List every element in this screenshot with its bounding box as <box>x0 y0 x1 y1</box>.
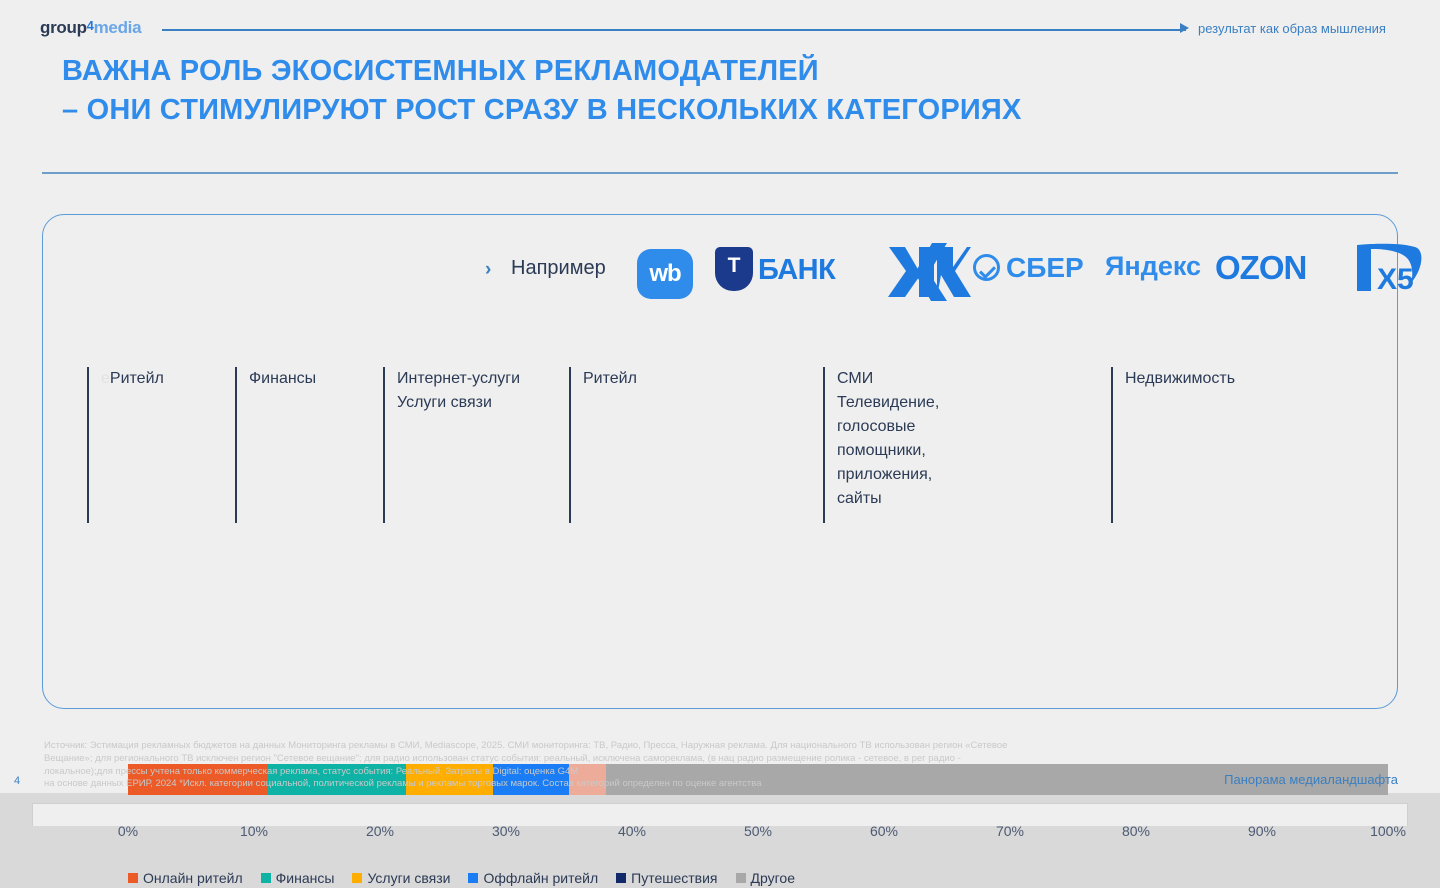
category-prefix: е <box>101 370 110 387</box>
page-number: 4 <box>14 775 21 787</box>
category-label: Финансы <box>249 370 317 387</box>
category-column-finance: Финансы <box>235 367 383 523</box>
legend-swatch-icon <box>468 873 479 883</box>
legend-label: Другое <box>750 870 795 886</box>
svg-text:X5: X5 <box>1377 263 1414 296</box>
below-slide-strip <box>0 795 1440 826</box>
bar-segment-4 <box>493 764 569 796</box>
example-label: Например <box>511 257 606 279</box>
legend-item-4[interactable]: Оффлайн ритейл <box>468 870 598 886</box>
page-title: ВАЖНА РОЛЬ ЭКОСИСТЕМНЫХ РЕКЛАМОДАТЕЛЕЙ –… <box>62 52 1382 129</box>
legend-label: Услуги связи <box>367 870 451 886</box>
title-divider <box>42 172 1398 174</box>
category-label: Интернет-услуги Услуги связи <box>397 370 521 411</box>
slide-header: group4media результат как образ мышления <box>0 18 1440 42</box>
logo-part-four: 4 <box>86 18 94 33</box>
sber-check-icon <box>973 254 1000 282</box>
page-title-line2: – ОНИ СТИМУЛИРУЮТ РОСТ СРАЗУ В НЕСКОЛЬКИ… <box>62 93 1022 126</box>
header-arrow-icon <box>1180 23 1189 33</box>
legend-item-5[interactable]: Путешествия <box>616 870 718 886</box>
category-column-realestate: Недвижимость <box>1111 367 1361 523</box>
category-columns: еРитейл Финансы Интернет-услуги Услуги с… <box>43 367 1399 535</box>
category-label: СМИ Телевидение, голосовые помощники, пр… <box>837 370 940 507</box>
chart-legend: Онлайн ритейл Финансы Услуги связи Оффлайн … <box>128 868 813 888</box>
vk-logo <box>885 241 971 314</box>
footnote-line-2: Вещание»; для регионального ТВ исключен … <box>44 752 961 764</box>
category-column-internet: Интернет-услуги Услуги связи <box>383 367 569 523</box>
stacked-bar-chart <box>128 764 1388 796</box>
wildberries-logo: wb <box>637 249 693 299</box>
bar-segment-6 <box>605 764 1388 796</box>
legend-item-1[interactable]: Онлайн ритейл <box>128 870 243 886</box>
legend-swatch-icon <box>352 873 363 883</box>
legend-swatch-icon <box>260 873 271 883</box>
legend-swatch-icon <box>616 873 627 883</box>
deck-title: Панорама медиаландшафта <box>1224 772 1398 787</box>
x5-logo: X5 <box>1353 239 1427 306</box>
header-tagline: результат как образ мышления <box>1198 21 1386 36</box>
category-label: Недвижимость <box>1125 370 1236 387</box>
bar-segment-2 <box>267 764 407 796</box>
tbank-logo: Т БАНК <box>715 247 836 299</box>
page-title-line1: ВАЖНА РОЛЬ ЭКОСИСТЕМНЫХ РЕКЛАМОДАТЕЛЕЙ <box>62 55 819 87</box>
legend-label: Путешествия <box>631 870 718 886</box>
legend-label: Финансы <box>275 870 335 886</box>
brand-logo-row: › Например wb Т БАНК СБЕР Яндекс OZON <box>43 243 1422 305</box>
footnote-line-3: локальное);для прессы учтена только комм… <box>44 765 579 777</box>
category-column-retail: Ритейл <box>569 367 823 523</box>
category-column-media: СМИ Телевидение, голосовые помощники, пр… <box>823 367 1099 523</box>
footnote-line-4: на основе данных ЕРИР, 2024 *Искл. катег… <box>44 778 762 790</box>
tbank-label: БАНК <box>758 253 836 286</box>
category-label: Ритейл <box>583 370 637 387</box>
footnote-line-1: Источник: Эстимация рекламных бюджетов н… <box>44 740 1008 751</box>
group4media-logo: group4media <box>40 18 142 38</box>
next-slide-preview <box>32 803 1408 826</box>
sber-logo: СБЕР <box>973 252 1084 284</box>
source-footnote: Источник: Эстимация рекламных бюджетов н… <box>44 740 1244 791</box>
logo-part-media: media <box>93 18 142 37</box>
legend-swatch-icon <box>128 873 138 883</box>
sber-label: СБЕР <box>1006 252 1084 283</box>
logo-part-group: group <box>40 18 87 37</box>
legend-swatch-icon <box>735 873 746 883</box>
legend-item-3[interactable]: Услуги связи <box>352 870 450 886</box>
ozon-logo: OZON <box>1215 249 1307 286</box>
bar-segment-1 <box>128 764 268 796</box>
bar-segment-5 <box>568 764 606 796</box>
header-rule <box>162 29 1186 31</box>
yandex-logo: Яндекс <box>1105 251 1202 281</box>
tbank-shield-icon: Т <box>715 247 753 291</box>
category-label: Ритейл <box>109 370 164 387</box>
legend-label: Оффлайн ритейл <box>483 870 599 886</box>
bar-segment-3 <box>406 764 494 796</box>
category-column-eretail: еРитейл <box>87 367 235 523</box>
chart-x-axis: 0% 10% 20% 30% 40% 50% 60% 70% 80% 90% 100% <box>43 823 1406 843</box>
legend-label: Онлайн ритейл <box>143 870 243 886</box>
legend-item-2[interactable]: Финансы <box>260 870 335 886</box>
slide-canvas: group4media результат как образ мышления… <box>0 0 1440 793</box>
legend-item-6[interactable]: Другое <box>735 870 795 886</box>
content-card: › Например wb Т БАНК СБЕР Яндекс OZON <box>42 214 1422 886</box>
chevron-right-icon: › <box>485 259 492 280</box>
